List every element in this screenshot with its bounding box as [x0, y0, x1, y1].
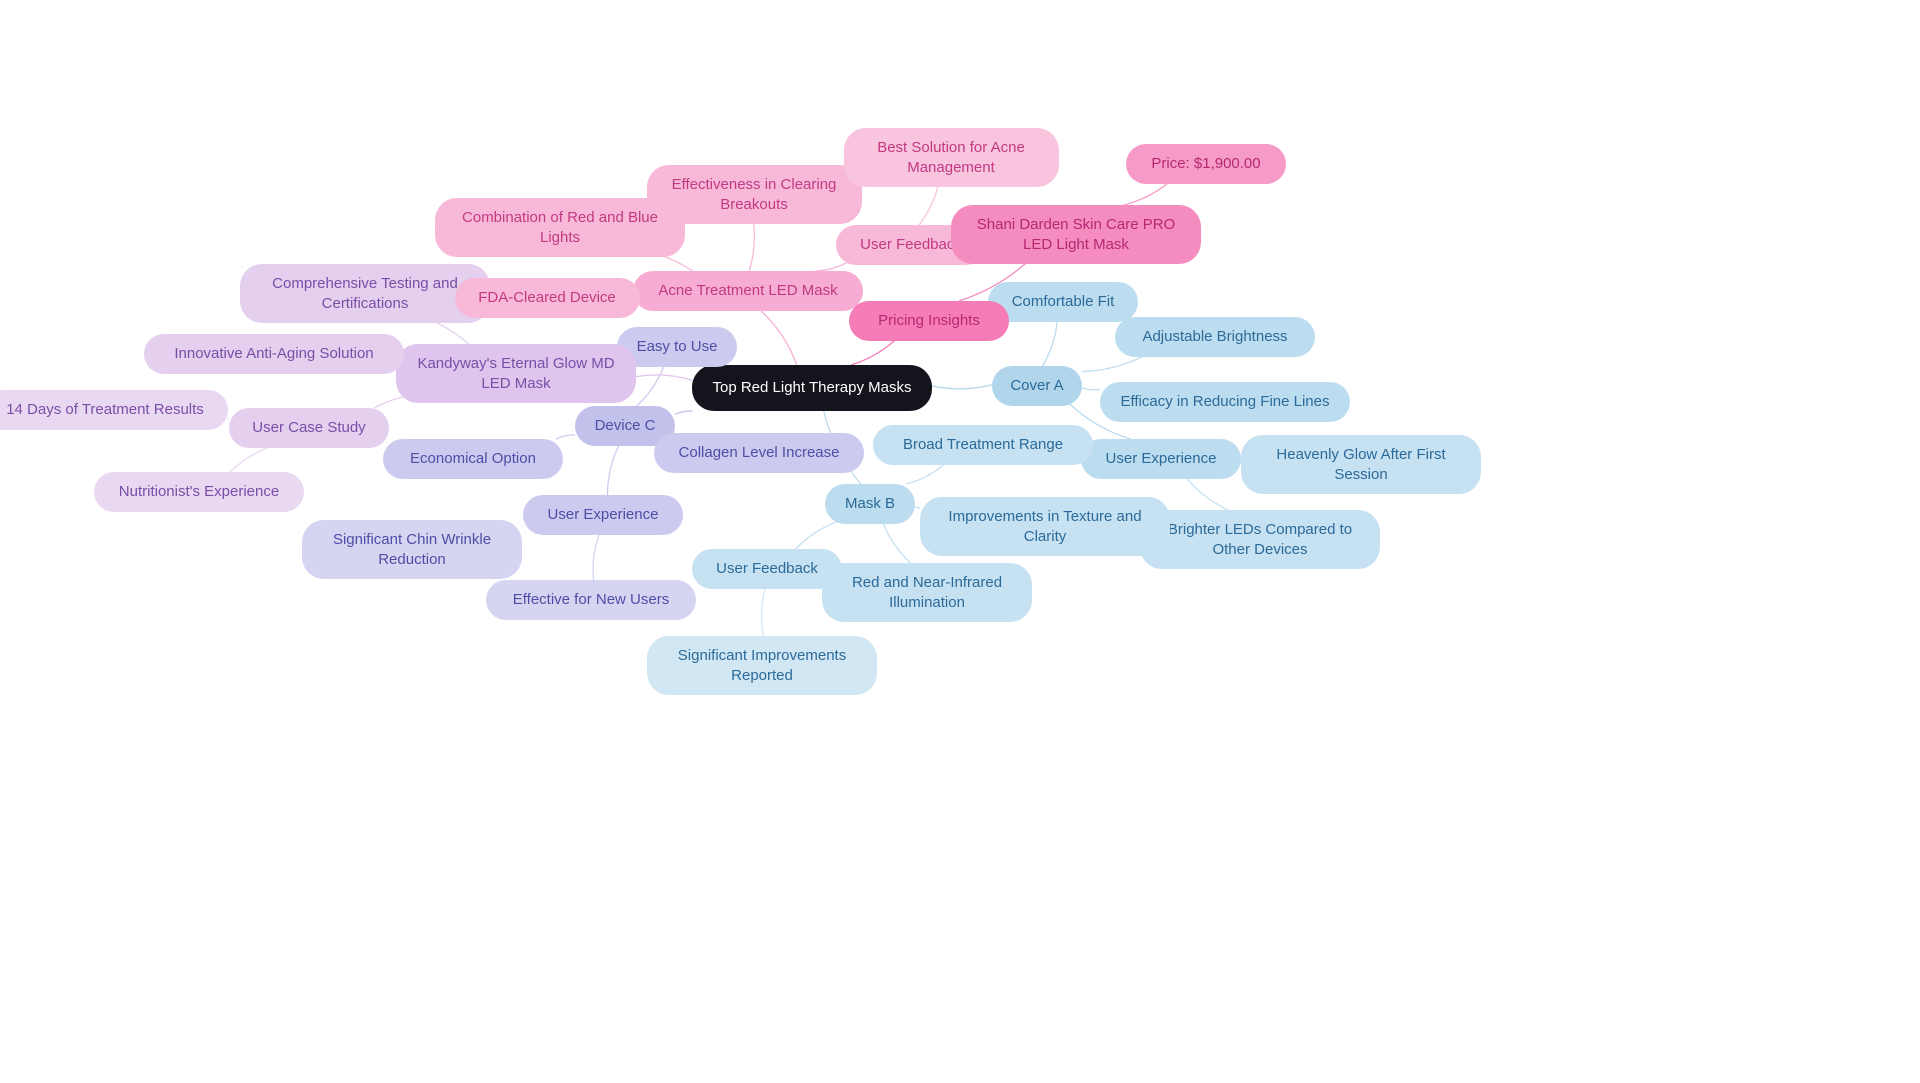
node-device-c-chin: Significant Chin Wrinkle Reduction — [302, 520, 522, 579]
node-center: Top Red Light Therapy Masks — [692, 365, 932, 411]
node-label: Significant Chin Wrinkle Reduction — [320, 530, 504, 569]
edge — [1124, 180, 1172, 205]
node-label: Acne Treatment LED Mask — [658, 281, 837, 301]
node-mask-b-feedback: User Feedback — [692, 549, 842, 589]
edge — [593, 531, 600, 580]
node-shani: Shani Darden Skin Care PRO LED Light Mas… — [951, 205, 1201, 264]
node-label: Best Solution for Acne Management — [862, 138, 1041, 177]
node-label: Red and Near-Infrared Illumination — [840, 573, 1014, 612]
node-mask-b: Mask B — [825, 484, 915, 524]
node-label: User Feedback — [716, 559, 818, 579]
node-shani-price: Price: $1,900.00 — [1126, 144, 1286, 184]
edge — [796, 520, 842, 549]
node-pricing: Pricing Insights — [849, 301, 1009, 341]
edge — [882, 520, 911, 563]
edge — [932, 385, 992, 389]
node-device-c-econ: Economical Option — [383, 439, 563, 479]
node-label: Comprehensive Testing and Certifications — [258, 274, 472, 313]
node-device-c-ux: User Experience — [523, 495, 683, 535]
node-mask-b-range: Broad Treatment Range — [873, 425, 1093, 465]
node-acne-fda: FDA-Cleared Device — [455, 278, 640, 318]
node-label: Improvements in Texture and Clarity — [938, 507, 1152, 546]
node-label: Device C — [595, 416, 656, 436]
node-label: 14 Days of Treatment Results — [6, 400, 204, 420]
edge — [761, 311, 797, 365]
node-label: Economical Option — [410, 449, 536, 469]
edge — [675, 411, 693, 414]
node-label: Kandyway's Eternal Glow MD LED Mask — [414, 354, 618, 393]
edge — [1184, 475, 1228, 510]
edge — [816, 261, 850, 271]
node-label: Pricing Insights — [878, 311, 980, 331]
node-label: FDA-Cleared Device — [478, 288, 616, 308]
node-label: Broad Treatment Range — [903, 435, 1063, 455]
node-label: Nutritionist's Experience — [119, 482, 279, 502]
edge — [230, 444, 278, 472]
edge — [637, 363, 665, 406]
node-label: Comfortable Fit — [1012, 292, 1115, 312]
node-label: User Experience — [1106, 449, 1217, 469]
node-label: Adjustable Brightness — [1142, 327, 1287, 347]
node-kandy-anti: Innovative Anti-Aging Solution — [144, 334, 404, 374]
node-kandy-test: Comprehensive Testing and Certifications — [240, 264, 490, 323]
node-kandyway: Kandyway's Eternal Glow MD LED Mask — [396, 344, 636, 403]
node-cover-a-ux: User Experience — [1081, 439, 1241, 479]
node-cover-a-bright: Adjustable Brightness — [1115, 317, 1315, 357]
edge — [1043, 318, 1058, 366]
node-label: Brighter LEDs Compared to Other Devices — [1158, 520, 1362, 559]
node-label: Collagen Level Increase — [679, 443, 840, 463]
node-device-c-new: Effective for New Users — [486, 580, 696, 620]
node-device-c-collagen: Collagen Level Increase — [654, 433, 864, 473]
node-acne-best: Best Solution for Acne Management — [844, 128, 1059, 187]
node-label: User Case Study — [252, 418, 365, 438]
edge — [761, 585, 766, 636]
node-label: Price: $1,900.00 — [1151, 154, 1260, 174]
node-acne-combo: Combination of Red and Blue Lights — [435, 198, 685, 257]
edge — [851, 337, 898, 365]
node-label: User Experience — [548, 505, 659, 525]
node-mask-b-texture: Improvements in Texture and Clarity — [920, 497, 1170, 556]
node-label: Heavenly Glow After First Session — [1259, 445, 1463, 484]
node-mask-b-illum: Red and Near-Infrared Illumination — [822, 563, 1032, 622]
edge — [915, 507, 920, 508]
edge — [636, 375, 692, 380]
node-cover-a-comfort: Comfortable Fit — [988, 282, 1138, 322]
node-label: User Feedback — [860, 235, 962, 255]
node-label: Effectiveness in Clearing Breakouts — [665, 175, 844, 214]
node-label: Mask B — [845, 494, 895, 514]
node-label: Innovative Anti-Aging Solution — [174, 344, 373, 364]
edge — [906, 465, 944, 484]
node-kandy-nutr: Nutritionist's Experience — [94, 472, 304, 512]
node-label: Top Red Light Therapy Masks — [713, 378, 912, 398]
node-label: Combination of Red and Blue Lights — [453, 208, 667, 247]
node-cover-a: Cover A — [992, 366, 1082, 406]
node-label: Significant Improvements Reported — [665, 646, 859, 685]
node-label: Shani Darden Skin Care PRO LED Light Mas… — [969, 215, 1183, 254]
node-cover-a-efficacy: Efficacy in Reducing Fine Lines — [1100, 382, 1350, 422]
node-kandy-14: 14 Days of Treatment Results — [0, 390, 228, 430]
edge — [1082, 388, 1100, 390]
node-cover-a-leds: Brighter LEDs Compared to Other Devices — [1140, 510, 1380, 569]
node-cover-a-glow: Heavenly Glow After First Session — [1241, 435, 1481, 494]
node-kandy-case: User Case Study — [229, 408, 389, 448]
edge — [556, 435, 575, 439]
node-label: Cover A — [1010, 376, 1063, 396]
node-acne: Acne Treatment LED Mask — [633, 271, 863, 311]
node-mask-b-improve: Significant Improvements Reported — [647, 636, 877, 695]
node-label: Efficacy in Reducing Fine Lines — [1120, 392, 1329, 412]
edge — [607, 442, 620, 495]
node-label: Effective for New Users — [513, 590, 669, 610]
node-label: Easy to Use — [637, 337, 718, 357]
